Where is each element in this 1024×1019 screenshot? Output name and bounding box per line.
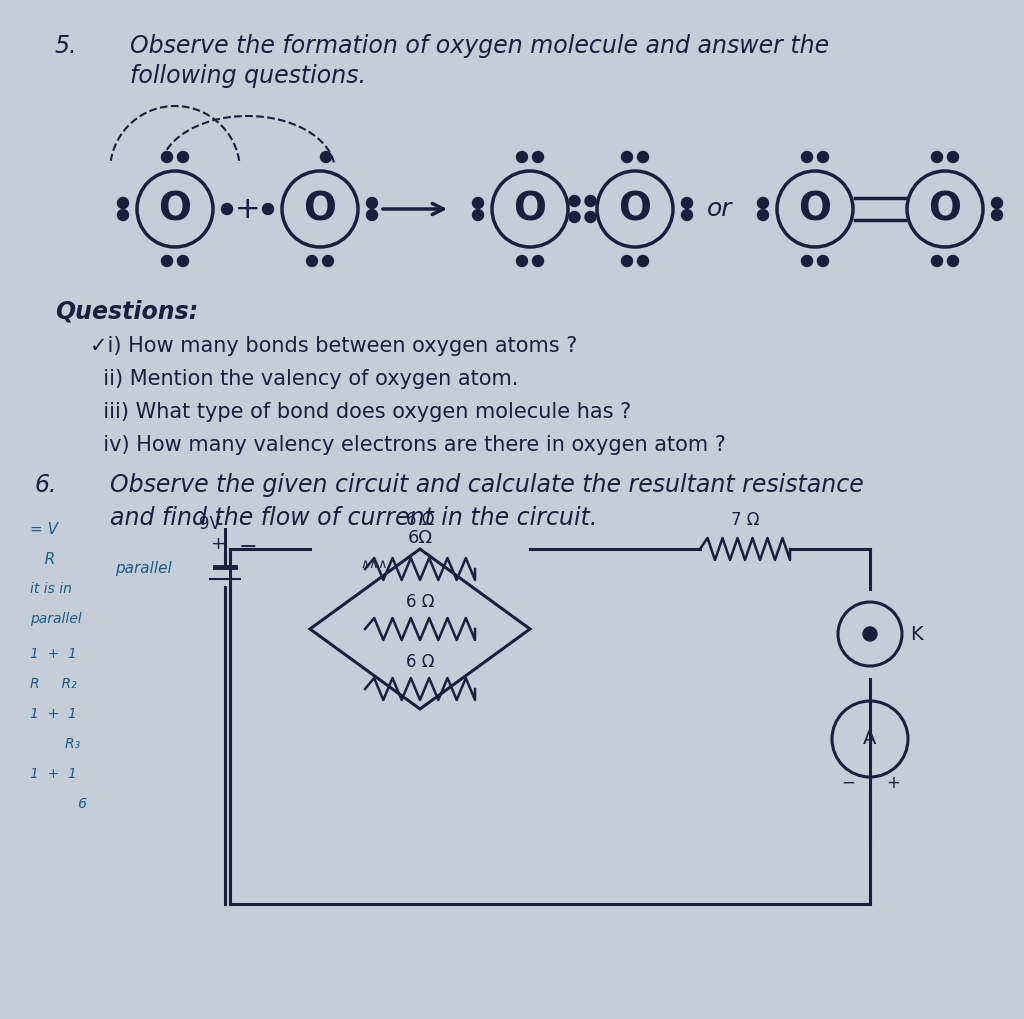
Circle shape [638,152,648,162]
Circle shape [758,198,768,209]
Circle shape [367,198,378,209]
Text: R: R [30,551,55,567]
Circle shape [177,152,188,162]
Circle shape [569,212,580,222]
Circle shape [472,198,483,209]
Circle shape [306,256,317,267]
Circle shape [221,204,232,215]
Text: ∧∧∧: ∧∧∧ [360,557,387,571]
Circle shape [321,152,332,162]
Text: O: O [929,190,962,228]
Circle shape [682,198,692,209]
Text: 6 Ω: 6 Ω [406,653,434,671]
Circle shape [622,256,633,267]
Text: +: + [234,195,260,223]
Circle shape [638,256,648,267]
Circle shape [682,210,692,220]
Circle shape [991,198,1002,209]
Circle shape [802,152,812,162]
Text: O: O [159,190,191,228]
Circle shape [323,256,334,267]
Text: it is in: it is in [30,582,72,596]
Circle shape [585,212,596,222]
Text: iii) What type of bond does oxygen molecule has ?: iii) What type of bond does oxygen molec… [90,403,631,422]
Text: −: − [841,774,855,792]
Text: 5.: 5. [55,34,78,58]
Circle shape [516,152,527,162]
Text: O: O [513,190,547,228]
Text: and find the flow of current in the circuit.: and find the flow of current in the circ… [110,506,597,530]
Text: O: O [618,190,651,228]
Circle shape [932,256,942,267]
Circle shape [863,627,877,641]
Text: iv) How many valency electrons are there in oxygen atom ?: iv) How many valency electrons are there… [90,435,726,455]
Text: following questions.: following questions. [130,64,366,88]
Circle shape [569,196,580,207]
Text: 6 Ω: 6 Ω [406,593,434,611]
Circle shape [758,210,768,220]
Circle shape [118,198,128,209]
Text: A: A [863,730,877,749]
Text: 6Ω: 6Ω [408,529,432,547]
Text: parallel: parallel [115,561,172,577]
Text: R₃: R₃ [30,737,80,751]
Text: Questions:: Questions: [55,299,199,323]
Text: parallel: parallel [30,612,82,626]
Circle shape [947,152,958,162]
Text: 1  +  1: 1 + 1 [30,767,77,781]
Text: K: K [910,625,923,644]
Circle shape [472,210,483,220]
Circle shape [367,210,378,220]
Text: 9V: 9V [199,515,221,533]
Circle shape [118,210,128,220]
Text: ii) Mention the valency of oxygen atom.: ii) Mention the valency of oxygen atom. [90,369,518,389]
Text: R     R₂: R R₂ [30,677,77,691]
Circle shape [817,152,828,162]
Text: or: or [708,197,733,221]
Circle shape [585,196,596,207]
Text: Observe the formation of oxygen molecule and answer the: Observe the formation of oxygen molecule… [130,34,829,58]
Text: 1  +  1: 1 + 1 [30,707,77,721]
Circle shape [162,152,172,162]
Circle shape [991,210,1002,220]
Circle shape [947,256,958,267]
Text: = V: = V [30,522,58,536]
Text: 6.: 6. [35,473,57,497]
Circle shape [532,152,544,162]
Text: ✓i) How many bonds between oxygen atoms ?: ✓i) How many bonds between oxygen atoms … [90,336,578,356]
Circle shape [516,256,527,267]
Circle shape [802,256,812,267]
Circle shape [162,256,172,267]
Text: +: + [211,535,225,553]
Text: O: O [303,190,337,228]
Text: 1  +  1: 1 + 1 [30,647,77,661]
Circle shape [817,256,828,267]
Circle shape [532,256,544,267]
Text: O: O [799,190,831,228]
Text: 7 Ω: 7 Ω [731,511,759,529]
Text: Observe the given circuit and calculate the resultant resistance: Observe the given circuit and calculate … [110,473,864,497]
Text: +: + [886,774,900,792]
Text: −: − [239,537,257,557]
Circle shape [622,152,633,162]
Circle shape [262,204,273,215]
Circle shape [177,256,188,267]
Circle shape [932,152,942,162]
Text: 6 Ω: 6 Ω [406,511,434,529]
Text: 6: 6 [30,797,87,811]
